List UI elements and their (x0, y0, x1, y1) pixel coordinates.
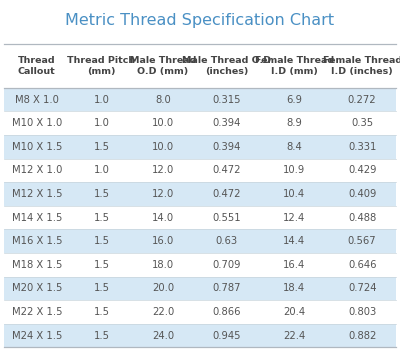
Text: Male Thread O.D
(inches): Male Thread O.D (inches) (182, 56, 271, 76)
Text: 18.0: 18.0 (152, 260, 174, 270)
Text: 1.5: 1.5 (94, 236, 110, 246)
Text: 12.0: 12.0 (152, 189, 174, 199)
Text: 0.551: 0.551 (212, 213, 241, 223)
Text: Thread Pitch
(mm): Thread Pitch (mm) (68, 56, 136, 76)
Text: M10 X 1.0: M10 X 1.0 (12, 118, 62, 128)
Text: 0.787: 0.787 (212, 284, 241, 293)
Text: 20.0: 20.0 (152, 284, 174, 293)
Text: 1.5: 1.5 (94, 331, 110, 341)
Text: M24 X 1.5: M24 X 1.5 (12, 331, 62, 341)
Text: 1.0: 1.0 (94, 118, 110, 128)
Text: 14.0: 14.0 (152, 213, 174, 223)
Text: 8.0: 8.0 (155, 95, 171, 105)
Text: 1.5: 1.5 (94, 284, 110, 293)
Text: 0.409: 0.409 (348, 189, 376, 199)
Text: 0.394: 0.394 (212, 142, 241, 152)
Text: 10.0: 10.0 (152, 118, 174, 128)
Text: M10 X 1.5: M10 X 1.5 (12, 142, 62, 152)
Text: 0.646: 0.646 (348, 260, 376, 270)
Text: Female Thread
I.D (mm): Female Thread I.D (mm) (255, 56, 334, 76)
Text: 0.35: 0.35 (351, 118, 373, 128)
Text: 0.724: 0.724 (348, 284, 376, 293)
Text: 0.331: 0.331 (348, 142, 376, 152)
Text: Female Thread
I.D (inches): Female Thread I.D (inches) (322, 56, 400, 76)
Text: M8 X 1.0: M8 X 1.0 (15, 95, 59, 105)
Text: 0.429: 0.429 (348, 165, 376, 176)
Text: 1.5: 1.5 (94, 260, 110, 270)
Text: 1.5: 1.5 (94, 213, 110, 223)
Text: 0.567: 0.567 (348, 236, 376, 246)
Text: 0.866: 0.866 (212, 307, 241, 317)
Text: 20.4: 20.4 (283, 307, 306, 317)
Text: M22 X 1.5: M22 X 1.5 (12, 307, 62, 317)
Text: 8.4: 8.4 (286, 142, 302, 152)
Text: 1.0: 1.0 (94, 95, 110, 105)
Text: 0.882: 0.882 (348, 331, 376, 341)
Text: Thread
Callout: Thread Callout (18, 56, 56, 76)
Text: M16 X 1.5: M16 X 1.5 (12, 236, 62, 246)
Text: 1.5: 1.5 (94, 189, 110, 199)
Text: 0.394: 0.394 (212, 118, 241, 128)
Text: Male Thread
O.D (mm): Male Thread O.D (mm) (130, 56, 196, 76)
Text: 10.4: 10.4 (283, 189, 306, 199)
Text: 12.4: 12.4 (283, 213, 306, 223)
Text: 10.0: 10.0 (152, 142, 174, 152)
Text: 0.472: 0.472 (212, 165, 241, 176)
Text: 1.5: 1.5 (94, 142, 110, 152)
Text: 10.9: 10.9 (283, 165, 306, 176)
Text: 1.0: 1.0 (94, 165, 110, 176)
Text: 0.709: 0.709 (212, 260, 241, 270)
Text: 16.4: 16.4 (283, 260, 306, 270)
Text: 0.63: 0.63 (216, 236, 238, 246)
Text: M18 X 1.5: M18 X 1.5 (12, 260, 62, 270)
Text: 1.5: 1.5 (94, 307, 110, 317)
Text: 22.4: 22.4 (283, 331, 306, 341)
Text: 12.0: 12.0 (152, 165, 174, 176)
Text: 16.0: 16.0 (152, 236, 174, 246)
Text: M20 X 1.5: M20 X 1.5 (12, 284, 62, 293)
Text: 18.4: 18.4 (283, 284, 306, 293)
Text: 0.803: 0.803 (348, 307, 376, 317)
Text: Metric Thread Specification Chart: Metric Thread Specification Chart (66, 13, 334, 28)
Text: 6.9: 6.9 (286, 95, 302, 105)
Text: M12 X 1.5: M12 X 1.5 (12, 189, 62, 199)
Text: 0.472: 0.472 (212, 189, 241, 199)
Text: 8.9: 8.9 (286, 118, 302, 128)
Text: 24.0: 24.0 (152, 331, 174, 341)
Text: 14.4: 14.4 (283, 236, 306, 246)
Text: M12 X 1.0: M12 X 1.0 (12, 165, 62, 176)
Text: 0.945: 0.945 (212, 331, 241, 341)
Text: 0.272: 0.272 (348, 95, 376, 105)
Text: 0.488: 0.488 (348, 213, 376, 223)
Text: 22.0: 22.0 (152, 307, 174, 317)
Text: 0.315: 0.315 (212, 95, 241, 105)
Text: M14 X 1.5: M14 X 1.5 (12, 213, 62, 223)
